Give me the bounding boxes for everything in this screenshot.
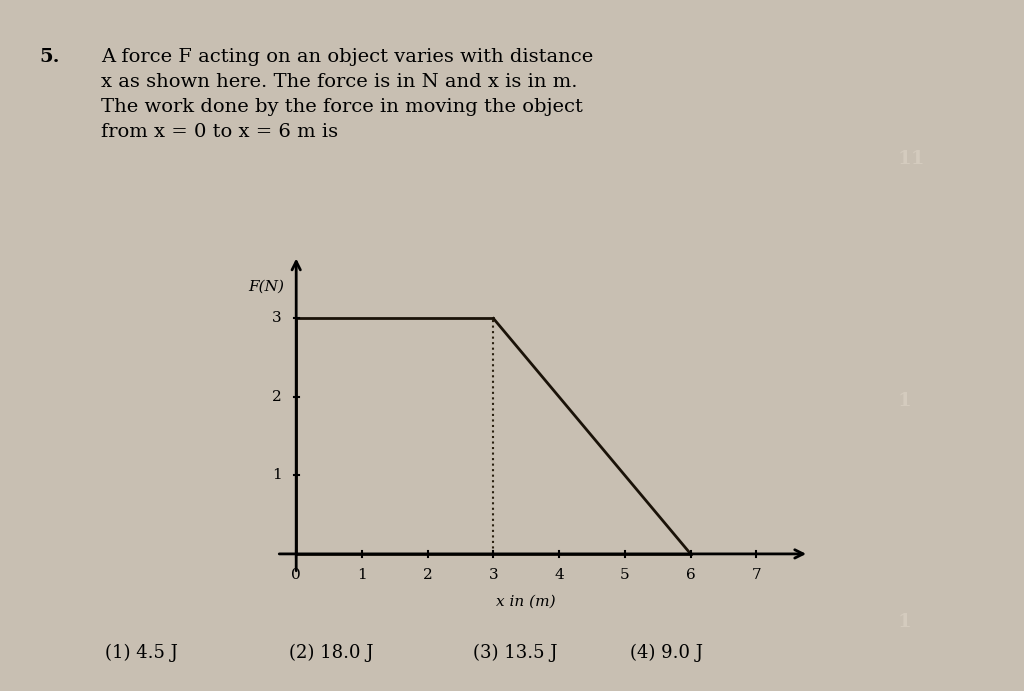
Text: 3: 3 — [272, 312, 282, 325]
Text: 1: 1 — [898, 613, 911, 631]
Text: 1: 1 — [357, 568, 367, 582]
Text: 7: 7 — [752, 568, 761, 582]
Text: 5: 5 — [621, 568, 630, 582]
Text: 5.: 5. — [39, 48, 59, 66]
Text: (3) 13.5 J: (3) 13.5 J — [473, 644, 557, 662]
Text: (4) 9.0 J: (4) 9.0 J — [631, 644, 703, 662]
Text: 4: 4 — [554, 568, 564, 582]
Text: 3: 3 — [488, 568, 499, 582]
Text: 1: 1 — [272, 468, 282, 482]
Polygon shape — [296, 319, 690, 554]
Text: 6: 6 — [686, 568, 695, 582]
Text: 0: 0 — [291, 568, 301, 582]
Text: F(N): F(N) — [249, 280, 285, 294]
Text: x in (m): x in (m) — [497, 595, 556, 609]
Text: 2: 2 — [272, 390, 282, 404]
Text: 11: 11 — [898, 150, 926, 168]
Text: A force F acting on an object varies with distance
x as shown here. The force is: A force F acting on an object varies wit… — [100, 48, 593, 142]
Text: 1: 1 — [898, 392, 911, 410]
Text: (1) 4.5 J: (1) 4.5 J — [105, 644, 178, 662]
Text: 2: 2 — [423, 568, 432, 582]
Text: (2) 18.0 J: (2) 18.0 J — [289, 644, 374, 662]
